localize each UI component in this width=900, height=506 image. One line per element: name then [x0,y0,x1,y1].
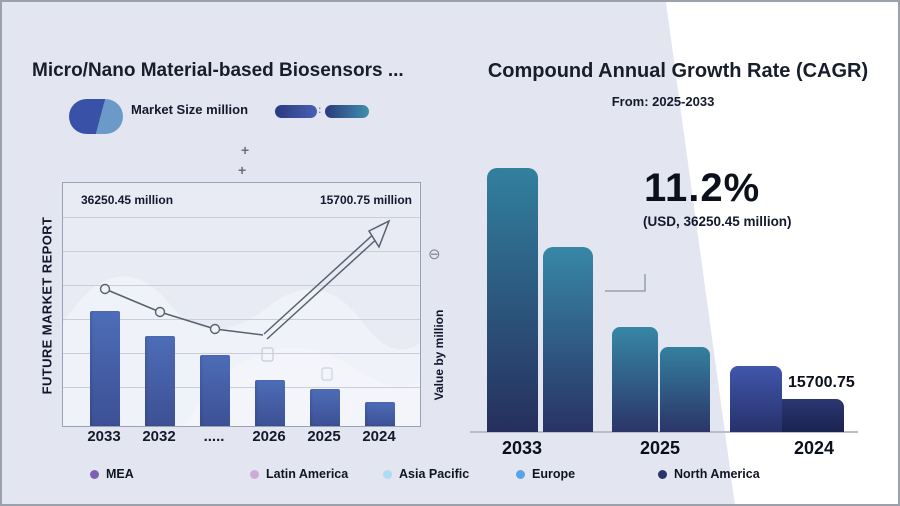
plus-mark-icon: + [241,142,250,158]
gridline [63,285,420,286]
growth-arrow-line [266,235,381,340]
cagr-bar-2025-primary [612,327,658,432]
trend-line [104,288,264,336]
pill-separator: : [318,105,322,116]
growth-arrow-head [367,219,391,249]
gradient-pill-icon-left [275,105,317,118]
x-label-2032: 2032 [142,428,176,445]
legend-item-latin-america: Latin America [250,467,348,481]
cagr-bar-2033-secondary [543,247,593,432]
max-value-annotation: 36250.45 million [81,193,174,207]
cagr-note: (USD, 36250.45 million) [643,214,792,229]
corner-bracket-graphic [605,274,646,292]
future-market-report-side-label: FUTURE MARKET REPORT [39,216,55,395]
bar-2032 [145,336,175,426]
legend-label: North America [674,467,760,481]
cagr-bar-2025-secondary [660,347,710,432]
cagr-bar-2024-secondary [782,399,844,432]
legend-item-north-america: North America [658,467,760,481]
min-value-annotation: 15700.75 million [319,193,412,207]
market-size-legend-label: Market Size million [131,102,249,117]
value-axis-label: Value by million [432,309,446,401]
bar-intermediate-years [200,355,230,426]
cagr-subtitle: From: 2025-2033 [611,94,715,109]
legend-item-mea: MEA [90,467,134,481]
legend-item-asia-pacific: Asia Pacific [383,467,469,481]
legend-dot [658,469,667,479]
bar-2024 [365,402,395,426]
gridline [63,217,420,218]
cagr-bar-2024-primary [730,366,782,432]
bar-2025 [310,389,340,426]
cagr-value: 11.2% [644,166,761,210]
x-label-2024: 2024 [362,428,396,445]
bar-2026 [255,380,285,426]
bar-2033 [90,311,120,426]
growth-arrow-line [263,230,378,335]
legend-label: Europe [532,467,576,481]
faint-clipboard-icon [261,347,274,362]
cagr-bar-2033-primary [487,168,538,432]
trend-line-and-arrow-graphic [99,219,391,340]
cagr-x-axis [470,431,858,433]
faint-clipboard-icon [321,367,333,381]
left-chart-title: Micro/Nano Material-based Biosensors ... [32,60,404,81]
gridline [63,387,420,388]
gradient-pill-icon-right [325,105,369,118]
legend-dot [383,469,392,479]
trend-marker [154,306,166,318]
legend-label: Asia Pacific [399,467,470,481]
legend-item-europe: Europe [516,467,575,481]
gridline [63,319,420,320]
legend-label: MEA [106,467,134,481]
trend-marker [99,283,111,295]
x-label-ellipsis: ..... [203,428,225,445]
x-label-2026: 2026 [252,428,286,445]
gridline [63,251,420,252]
zoom-out-icon: ⊖ [428,246,441,263]
legend-dot [90,469,99,479]
value-callout-2024: 15700.75 [788,374,855,391]
cylinder-legend-icon [69,99,123,134]
market-size-chart-panel: 36250.45 million 15700.75 million [62,182,421,427]
plus-mark-icon: + [238,162,247,178]
x-label-2033: 2033 [87,428,121,445]
cagr-x-label-2024: 2024 [793,438,835,458]
cagr-title: Compound Annual Growth Rate (CAGR) [487,60,869,82]
gridline [63,353,420,354]
cagr-x-label-2033: 2033 [501,438,543,458]
legend-dot [250,469,259,479]
trend-marker [209,323,221,335]
x-label-2025: 2025 [307,428,341,445]
legend-dot [516,469,525,479]
cagr-x-label-2025: 2025 [639,438,681,458]
legend-label: Latin America [266,467,349,481]
